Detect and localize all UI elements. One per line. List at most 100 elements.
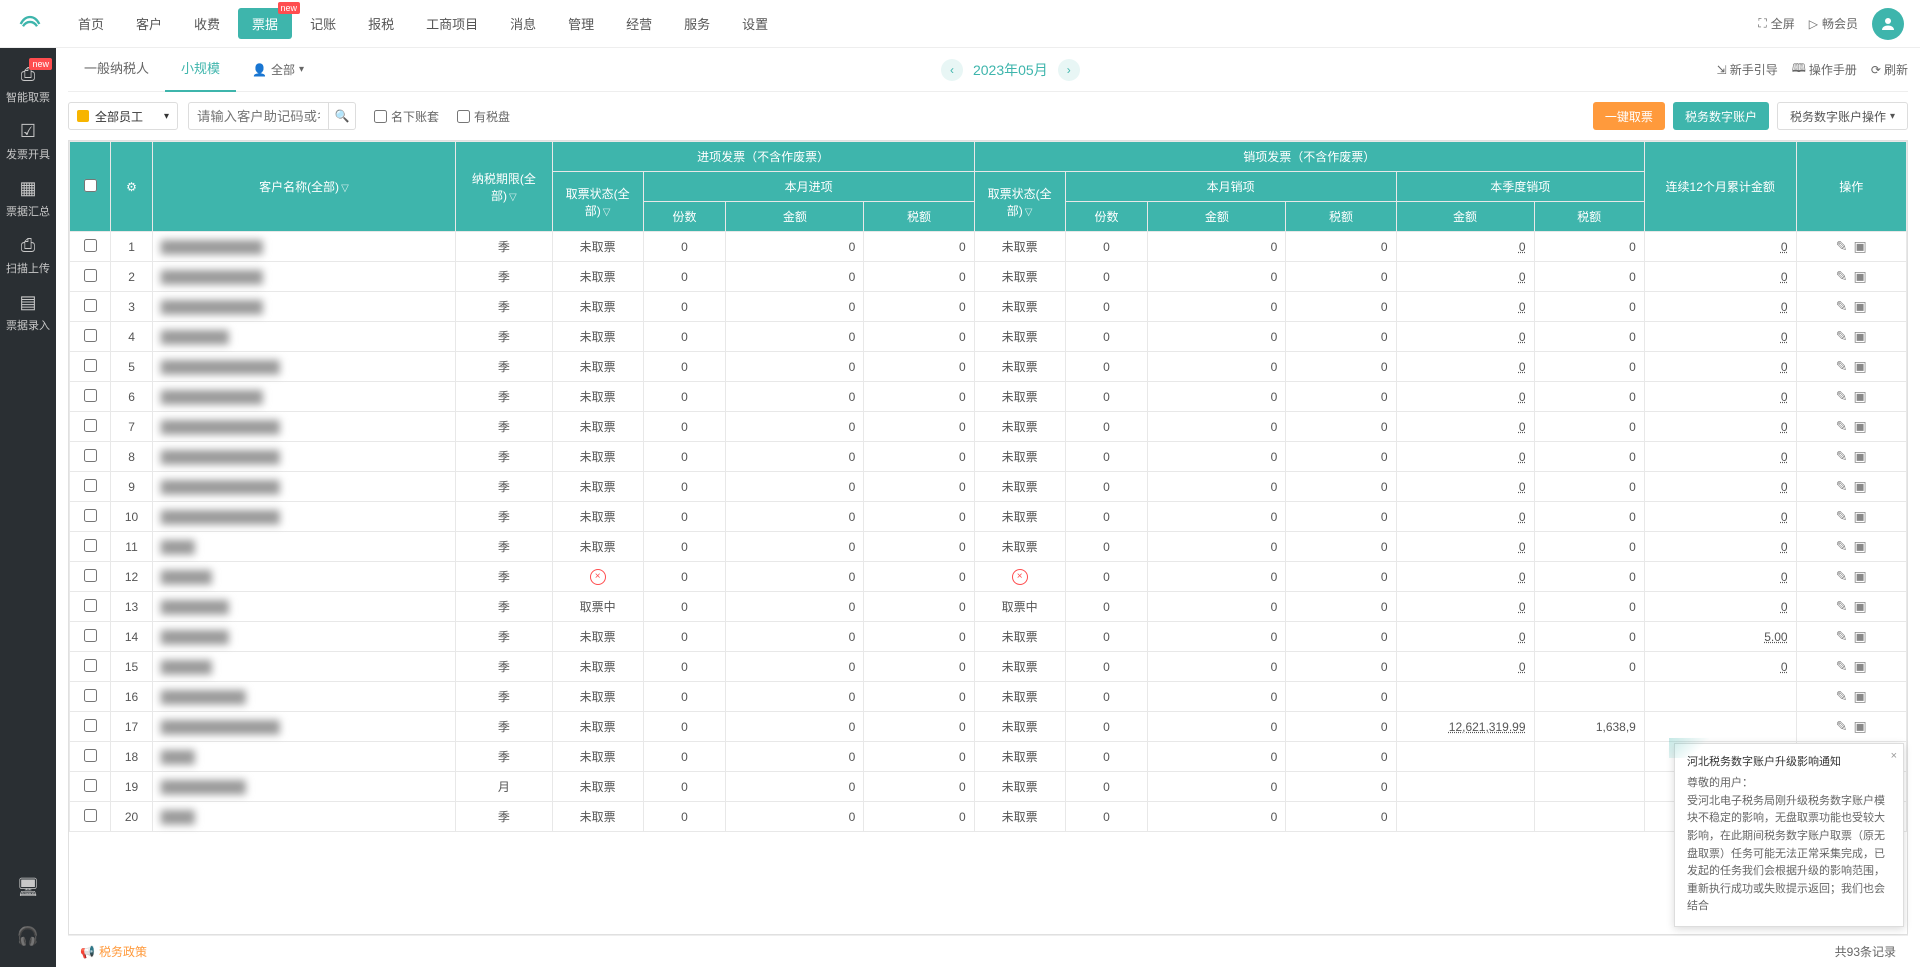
q-amount-cell[interactable]: 0 bbox=[1396, 382, 1534, 412]
digital-account-button[interactable]: 税务数字账户 bbox=[1673, 102, 1769, 130]
edit-icon[interactable]: ✎ bbox=[1836, 508, 1848, 524]
tabrow-link-1[interactable]: 🕮操作手册 bbox=[1792, 59, 1857, 80]
q-amount-cell[interactable]: 0 bbox=[1396, 502, 1534, 532]
view-icon[interactable]: ▣ bbox=[1854, 358, 1867, 374]
q-amount-cell[interactable]: 0 bbox=[1396, 652, 1534, 682]
in-status-header[interactable]: 取票状态(全部)▽ bbox=[552, 172, 643, 232]
acc-cell[interactable]: 0 bbox=[1644, 562, 1796, 592]
q-amount-cell[interactable]: 0 bbox=[1396, 592, 1534, 622]
edit-icon[interactable]: ✎ bbox=[1836, 268, 1848, 284]
customer-name-cell[interactable]: ████████ bbox=[152, 622, 455, 652]
q-amount-cell[interactable]: 0 bbox=[1396, 532, 1534, 562]
view-icon[interactable]: ▣ bbox=[1854, 628, 1867, 644]
view-icon[interactable]: ▣ bbox=[1854, 268, 1867, 284]
q-amount-cell[interactable]: 12,621,319.99 bbox=[1396, 712, 1534, 742]
view-icon[interactable]: ▣ bbox=[1854, 718, 1867, 734]
row-checkbox[interactable] bbox=[70, 352, 111, 382]
acc-cell[interactable]: 0 bbox=[1644, 442, 1796, 472]
row-checkbox[interactable] bbox=[70, 532, 111, 562]
topnav-item-0[interactable]: 首页 bbox=[64, 8, 118, 39]
customer-name-cell[interactable]: ██████████████ bbox=[152, 502, 455, 532]
customer-name-cell[interactable]: ████████████ bbox=[152, 262, 455, 292]
view-icon[interactable]: ▣ bbox=[1854, 478, 1867, 494]
employee-select[interactable]: 全部员工 ▾ bbox=[68, 102, 178, 130]
view-icon[interactable]: ▣ bbox=[1854, 298, 1867, 314]
row-checkbox[interactable] bbox=[70, 742, 111, 772]
select-all-header[interactable] bbox=[70, 142, 111, 232]
customer-name-cell[interactable]: ████ bbox=[152, 802, 455, 832]
customer-name-cell[interactable]: ██████ bbox=[152, 562, 455, 592]
row-checkbox[interactable] bbox=[70, 802, 111, 832]
tax-period-header[interactable]: 纳税期限(全部)▽ bbox=[456, 142, 553, 232]
view-icon[interactable]: ▣ bbox=[1854, 418, 1867, 434]
q-amount-cell[interactable]: 0 bbox=[1396, 262, 1534, 292]
sidebar-item-2[interactable]: ▦票据汇总 bbox=[0, 170, 56, 227]
edit-icon[interactable]: ✎ bbox=[1836, 238, 1848, 254]
edit-icon[interactable]: ✎ bbox=[1836, 328, 1848, 344]
acc-cell[interactable] bbox=[1644, 712, 1796, 742]
row-checkbox[interactable] bbox=[70, 622, 111, 652]
q-amount-cell[interactable]: 0 bbox=[1396, 622, 1534, 652]
q-amount-cell[interactable]: 0 bbox=[1396, 442, 1534, 472]
q-amount-cell[interactable] bbox=[1396, 802, 1534, 832]
sidebar-item-0[interactable]: ⎙智能取票new bbox=[0, 56, 56, 113]
row-checkbox[interactable] bbox=[70, 442, 111, 472]
sidebar-item-3[interactable]: ⎙扫描上传 bbox=[0, 227, 56, 284]
q-amount-cell[interactable]: 0 bbox=[1396, 352, 1534, 382]
customer-name-header[interactable]: 客户名称(全部)▽ bbox=[152, 142, 455, 232]
edit-icon[interactable]: ✎ bbox=[1836, 358, 1848, 374]
acc-cell[interactable]: 0 bbox=[1644, 262, 1796, 292]
view-icon[interactable]: ▣ bbox=[1854, 448, 1867, 464]
row-checkbox[interactable] bbox=[70, 472, 111, 502]
customer-name-cell[interactable]: ████████ bbox=[152, 592, 455, 622]
acc-cell[interactable]: 0 bbox=[1644, 382, 1796, 412]
edit-icon[interactable]: ✎ bbox=[1836, 418, 1848, 434]
acc-cell[interactable]: 0 bbox=[1644, 322, 1796, 352]
edit-icon[interactable]: ✎ bbox=[1836, 658, 1848, 674]
edit-icon[interactable]: ✎ bbox=[1836, 298, 1848, 314]
customer-name-cell[interactable]: ██████████████ bbox=[152, 352, 455, 382]
q-amount-cell[interactable]: 0 bbox=[1396, 412, 1534, 442]
acc-cell[interactable]: 0 bbox=[1644, 502, 1796, 532]
settings-header[interactable]: ⚙ bbox=[111, 142, 152, 232]
period-prev-button[interactable]: ‹ bbox=[941, 59, 963, 81]
view-icon[interactable]: ▣ bbox=[1854, 328, 1867, 344]
tabrow-link-2[interactable]: ⟳刷新 bbox=[1871, 59, 1908, 80]
acc-cell[interactable]: 0 bbox=[1644, 592, 1796, 622]
tab-0[interactable]: 一般纳税人 bbox=[68, 48, 165, 92]
row-checkbox[interactable] bbox=[70, 592, 111, 622]
sidebar-support-icon[interactable]: 🎧 bbox=[0, 918, 56, 955]
digital-account-ops-dropdown[interactable]: 税务数字账户操作▾ bbox=[1777, 102, 1908, 130]
acc-cell[interactable]: 0 bbox=[1644, 292, 1796, 322]
customer-name-cell[interactable]: ████████████ bbox=[152, 232, 455, 262]
search-button[interactable]: 🔍 bbox=[328, 102, 356, 130]
q-amount-cell[interactable]: 0 bbox=[1396, 322, 1534, 352]
topnav-item-6[interactable]: 工商项目 bbox=[412, 8, 492, 39]
acc-cell[interactable]: 0 bbox=[1644, 412, 1796, 442]
edit-icon[interactable]: ✎ bbox=[1836, 538, 1848, 554]
one-click-fetch-button[interactable]: 一键取票 bbox=[1593, 102, 1665, 130]
edit-icon[interactable]: ✎ bbox=[1836, 598, 1848, 614]
customer-search-input[interactable] bbox=[188, 102, 328, 130]
q-amount-cell[interactable] bbox=[1396, 742, 1534, 772]
row-checkbox[interactable] bbox=[70, 382, 111, 412]
row-checkbox[interactable] bbox=[70, 652, 111, 682]
topnav-item-1[interactable]: 客户 bbox=[122, 8, 176, 39]
q-amount-cell[interactable] bbox=[1396, 772, 1534, 802]
q-amount-cell[interactable]: 0 bbox=[1396, 562, 1534, 592]
edit-icon[interactable]: ✎ bbox=[1836, 478, 1848, 494]
acc-cell[interactable]: 5.00 bbox=[1644, 622, 1796, 652]
own-account-checkbox[interactable]: 名下账套 bbox=[374, 108, 439, 125]
row-checkbox[interactable] bbox=[70, 562, 111, 592]
topnav-item-5[interactable]: 报税 bbox=[354, 8, 408, 39]
customer-name-cell[interactable]: ████████ bbox=[152, 322, 455, 352]
topnav-item-10[interactable]: 服务 bbox=[670, 8, 724, 39]
customer-name-cell[interactable]: ██████████ bbox=[152, 772, 455, 802]
edit-icon[interactable]: ✎ bbox=[1836, 448, 1848, 464]
user-avatar[interactable] bbox=[1872, 8, 1904, 40]
topnav-item-11[interactable]: 设置 bbox=[728, 8, 782, 39]
row-checkbox[interactable] bbox=[70, 262, 111, 292]
edit-icon[interactable]: ✎ bbox=[1836, 388, 1848, 404]
sidebar-monitor-icon[interactable]: 🖥 bbox=[0, 869, 56, 906]
row-checkbox[interactable] bbox=[70, 772, 111, 802]
